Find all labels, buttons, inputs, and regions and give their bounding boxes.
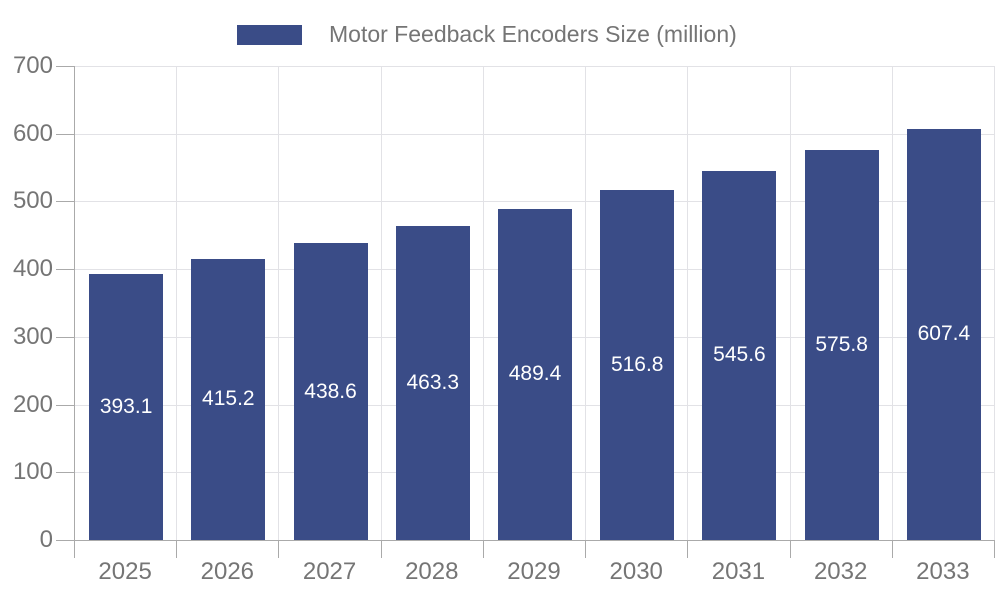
y-tick (56, 404, 74, 406)
bar-2031[interactable]: 545.6 (702, 170, 777, 540)
y-axis-tick-label: 700 (12, 52, 53, 79)
bar-2029[interactable]: 489.4 (498, 208, 572, 540)
x-axis-tick-label: 2025 (98, 558, 152, 585)
bar-2028[interactable]: 463.3 (395, 226, 470, 540)
gridline-horizontal (75, 201, 995, 203)
y-axis-tick-label: 100 (12, 458, 53, 486)
gridline-vertical (278, 66, 280, 540)
bar-value-label: 415.2 (202, 387, 255, 411)
x-axis-tick-label: 2028 (405, 558, 459, 585)
bar-value-label: 393.1 (99, 394, 153, 418)
bar-value-label: 438.6 (304, 379, 357, 403)
y-axis-tick-label: 500 (12, 187, 53, 215)
x-axis-tick-label: 2027 (302, 558, 357, 585)
gridline-vertical (176, 66, 178, 540)
legend-label: Motor Feedback Encoders Size (million) (329, 21, 737, 47)
y-axis-tick-label: 0 (39, 526, 53, 553)
bar-2026[interactable]: 415.2 (191, 258, 266, 540)
plot-area: 393.1 415.2 438.6 463.3 489.4 516.8 545.6 575.8… (74, 66, 995, 541)
x-tick (176, 540, 178, 558)
x-tick (74, 540, 75, 558)
x-tick (482, 540, 484, 558)
gridline-vertical (994, 66, 995, 540)
bar-2030[interactable]: 516.8 (600, 190, 675, 540)
bar-value-label: 489.4 (508, 362, 562, 386)
y-tick (56, 201, 74, 203)
x-axis-tick-label: 2026 (200, 558, 255, 585)
gridline-vertical (891, 66, 893, 540)
y-axis-tick-label: 300 (12, 322, 53, 350)
y-tick (56, 66, 74, 67)
gridline-horizontal (75, 66, 995, 67)
bar-2032[interactable]: 575.8 (804, 150, 879, 540)
x-tick (380, 540, 382, 558)
x-axis-tick-label: 2031 (711, 558, 766, 585)
y-tick (56, 336, 74, 338)
gridline-vertical (687, 66, 689, 540)
x-axis-tick-label: 2033 (916, 558, 970, 585)
x-axis-tick-label: 2029 (507, 558, 561, 585)
y-tick (56, 540, 74, 541)
gridline-vertical (789, 66, 791, 540)
x-tick (585, 540, 587, 558)
bar-value-label: 607.4 (917, 322, 971, 346)
y-axis-tick-label: 400 (12, 255, 53, 283)
bar-2033[interactable]: 607.4 (906, 128, 981, 540)
gridline-vertical (585, 66, 587, 540)
x-tick (789, 540, 791, 558)
x-tick (278, 540, 280, 558)
y-tick (56, 133, 74, 135)
x-tick (687, 540, 689, 558)
bar-value-label: 545.6 (713, 343, 766, 367)
bar-value-label: 516.8 (610, 353, 664, 377)
bar-2027[interactable]: 438.6 (293, 243, 368, 540)
x-tick (994, 540, 995, 558)
bar-2025[interactable]: 393.1 (89, 273, 164, 540)
x-axis-tick-label: 2032 (813, 558, 868, 585)
gridline-vertical (380, 66, 382, 540)
y-tick (56, 472, 74, 474)
gridline-vertical (482, 66, 484, 540)
y-tick (56, 269, 74, 271)
y-axis-tick-label: 200 (12, 390, 53, 418)
bar-value-label: 575.8 (815, 333, 868, 357)
y-axis-tick-label: 600 (12, 119, 53, 147)
legend[interactable]: Motor Feedback Encoders Size (million) (237, 21, 737, 48)
x-tick (891, 540, 893, 558)
legend-swatch[interactable] (237, 24, 302, 45)
gridline-horizontal (75, 133, 995, 135)
bar-value-label: 463.3 (406, 371, 460, 395)
x-axis-tick-label: 2030 (609, 558, 663, 585)
